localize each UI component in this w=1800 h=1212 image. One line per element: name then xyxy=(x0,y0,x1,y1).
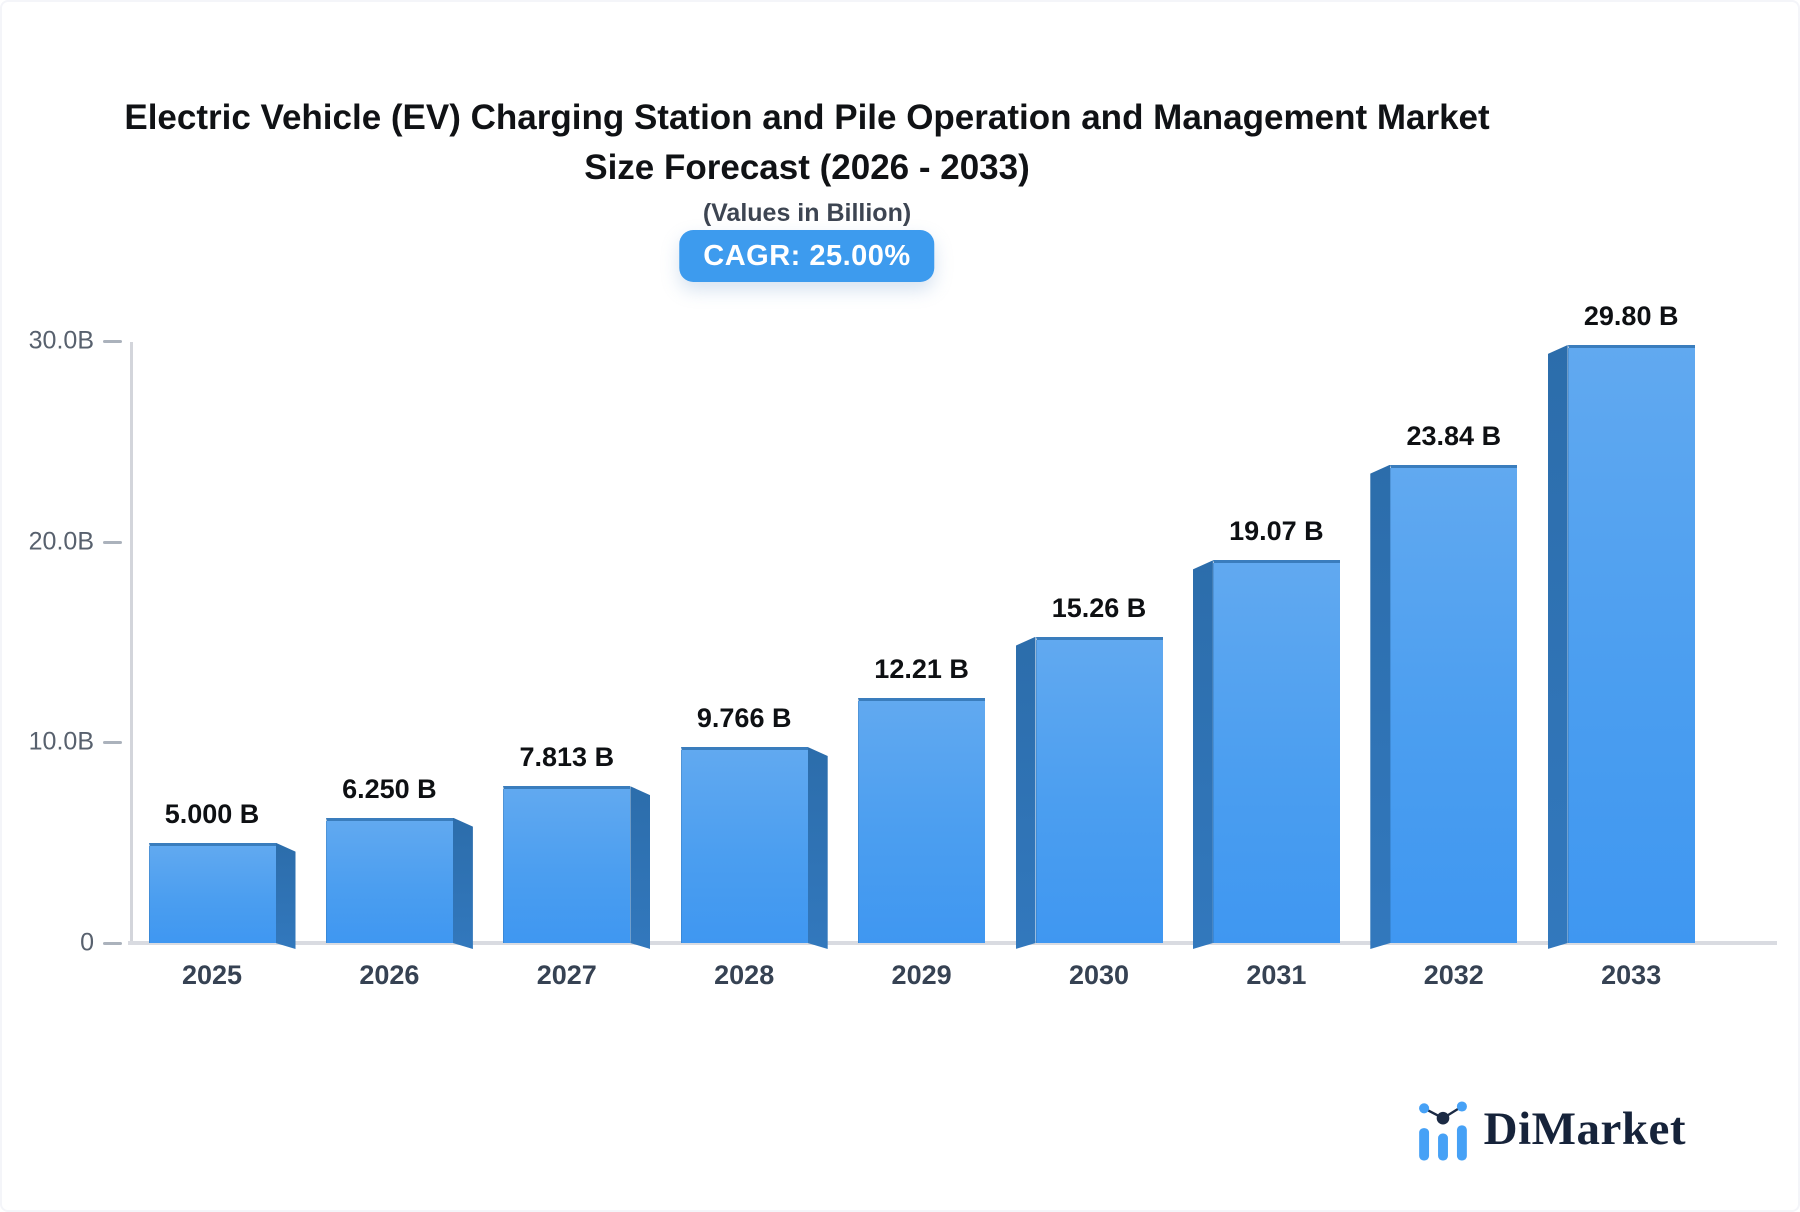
bar-side-face xyxy=(1370,465,1390,949)
bar-front-face xyxy=(325,817,453,943)
chart-title-line2: Size Forecast (2026 - 2033) xyxy=(584,148,1030,187)
bar-front-face xyxy=(1390,464,1518,943)
chart-title-line1: Electric Vehicle (EV) Charging Station a… xyxy=(124,98,1490,137)
bar-value-label: 9.766 B xyxy=(696,703,792,734)
bar-value-label: 23.84 B xyxy=(1406,420,1502,451)
x-axis-label-2031: 2031 xyxy=(1246,960,1307,990)
y-axis-line xyxy=(130,342,133,943)
x-axis-label-2028: 2028 xyxy=(714,960,775,990)
bar-value-label: 29.80 B xyxy=(1583,301,1679,331)
x-axis-label-2030: 2030 xyxy=(1068,960,1130,990)
x-axis-label-2026: 2026 xyxy=(359,960,420,990)
bar-side-face xyxy=(453,818,473,949)
bar-front-face xyxy=(503,786,631,943)
bar-side-face xyxy=(630,786,650,949)
bar-front-face xyxy=(680,747,808,943)
y-tick-label: 10.0B xyxy=(28,727,94,756)
bar-side-face xyxy=(1193,560,1213,949)
bar-value-label: 6.250 B xyxy=(342,773,437,804)
y-tick-mark xyxy=(103,340,122,343)
y-tick-mark xyxy=(103,540,122,544)
bar-value-label: 5.000 B xyxy=(164,798,260,829)
x-axis-baseline xyxy=(128,941,1777,945)
bar-side-face xyxy=(1548,345,1568,949)
x-axis-label-2033: 2033 xyxy=(1601,960,1662,990)
x-axis-label-2032: 2032 xyxy=(1423,960,1484,990)
bar-value-label: 15.26 B xyxy=(1051,592,1147,623)
y-tick-mark xyxy=(103,942,122,945)
bar-front-face xyxy=(858,697,986,943)
x-axis-label-2029: 2029 xyxy=(891,960,952,990)
bar-side-face xyxy=(808,747,828,949)
y-tick-mark xyxy=(103,741,122,745)
bar-front-face xyxy=(148,842,276,943)
chart-subtitle: (Values in Billion) xyxy=(702,199,912,227)
y-tick-label: 30.0B xyxy=(28,326,94,355)
x-axis-label-2027: 2027 xyxy=(536,960,597,990)
brand-name: DiMarket xyxy=(1483,1102,1686,1155)
x-axis-label-2025: 2025 xyxy=(181,960,243,990)
bar-front-face xyxy=(1212,560,1340,943)
y-tick-label: 20.0B xyxy=(28,527,94,556)
bar-front-face xyxy=(1035,636,1163,943)
bar-side-face xyxy=(1016,637,1036,949)
dimarket-logo-icon xyxy=(1418,1101,1467,1161)
brand-logo: DiMarket xyxy=(1416,1095,1686,1163)
cagr-badge: CAGR: 25.00% xyxy=(679,230,935,282)
bar-front-face xyxy=(1567,345,1695,943)
y-tick-label: 0 xyxy=(80,928,94,957)
bar-value-label: 7.813 B xyxy=(519,742,615,773)
bar-value-label: 12.21 B xyxy=(874,653,969,684)
bar-side-face xyxy=(276,843,296,949)
bar-value-label: 19.07 B xyxy=(1229,516,1324,547)
